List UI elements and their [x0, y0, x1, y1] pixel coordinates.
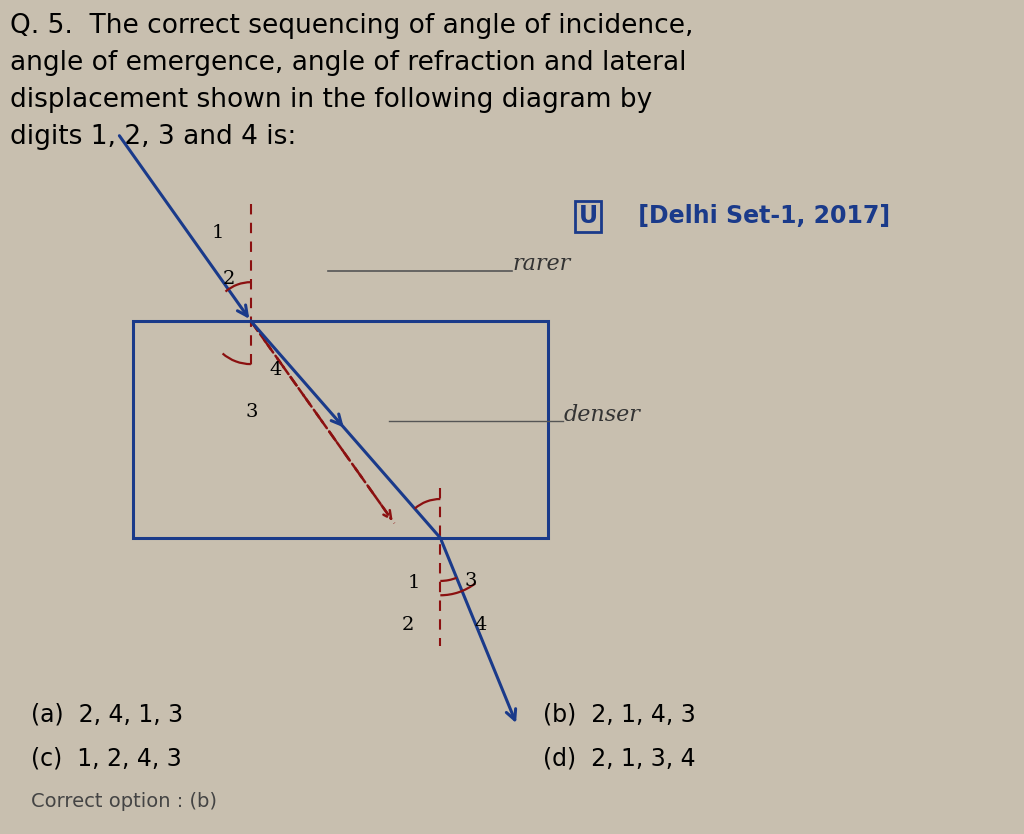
Text: 2: 2: [222, 269, 234, 288]
Text: 1: 1: [408, 574, 420, 592]
Text: 4: 4: [269, 361, 282, 379]
Text: 1: 1: [212, 224, 224, 242]
Text: Correct option : (b): Correct option : (b): [31, 792, 217, 811]
Text: U: U: [579, 204, 598, 229]
Text: (a)  2, 4, 1, 3: (a) 2, 4, 1, 3: [31, 702, 183, 726]
Text: (d)  2, 1, 3, 4: (d) 2, 1, 3, 4: [543, 746, 695, 771]
Text: 3: 3: [246, 403, 258, 421]
Text: 3: 3: [465, 572, 477, 590]
Text: (b)  2, 1, 4, 3: (b) 2, 1, 4, 3: [543, 702, 695, 726]
Bar: [133, 321, 548, 538]
Text: denser: denser: [563, 404, 640, 426]
Text: [Delhi Set-1, 2017]: [Delhi Set-1, 2017]: [630, 204, 890, 229]
Text: (c)  1, 2, 4, 3: (c) 1, 2, 4, 3: [31, 746, 181, 771]
Text: Q. 5.  The correct sequencing of angle of incidence,
angle of emergence, angle o: Q. 5. The correct sequencing of angle of…: [10, 13, 693, 149]
Text: 2: 2: [401, 615, 414, 634]
Text: 4: 4: [474, 615, 486, 634]
Text: rarer: rarer: [512, 254, 570, 275]
